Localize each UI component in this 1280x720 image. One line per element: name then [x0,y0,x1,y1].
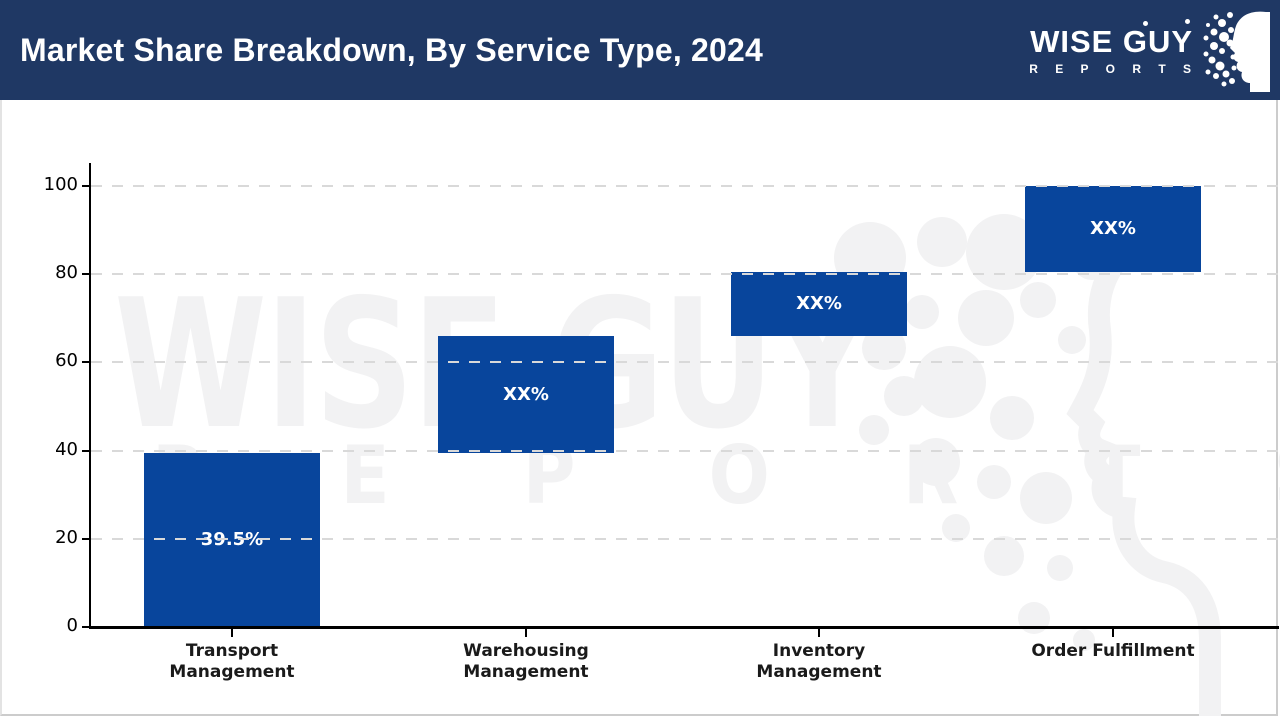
logo-line1: WISE GUY [1030,23,1194,59]
x-tick-mark [231,629,233,637]
y-tick-label: 60 [55,350,78,372]
logo-line2: R E P O R T S [1029,61,1198,76]
bar-segment: XX% [731,271,907,336]
y-tick-mark [82,273,89,276]
bar-value-label: 39.5% [200,529,264,551]
gridline [91,537,1279,540]
x-tick-mark [818,629,820,637]
y-tick-label: 20 [55,526,78,548]
chart-title: Market Share Breakdown, By Service Type,… [20,31,763,68]
y-tick-mark [82,449,89,452]
bar-segment: XX% [1025,186,1201,272]
category-label: Transport Management [169,641,295,682]
bar-value-label: XX% [503,383,549,405]
bar-value-label: XX% [796,293,842,315]
plot-area: WISE GUY R E P O R T S 39.5% XX% XX% XX% 0 20… [2,100,1280,716]
gridline [91,449,1279,452]
y-tick-mark [82,361,89,364]
wiseguy-logo: WISE GUY R E P O R T S [1025,8,1270,92]
wiseguy-head-icon [1203,11,1270,92]
category-label: Warehousing Management [463,641,589,682]
chart-panel: WISE GUY R E P O R T S 39.5% XX% XX% XX% 0 20… [0,100,1280,716]
category-label: Inventory Management [756,641,882,682]
y-tick-label: 0 [66,615,78,636]
y-tick-label: 100 [43,174,78,195]
logo-dot-u [1143,20,1149,26]
gridline [91,185,1279,187]
y-tick-label: 80 [55,262,78,284]
category-label: Order Fulfillment [1031,641,1195,661]
logo-wordmark: WISE GUY [1025,18,1198,59]
gridline [91,273,1279,276]
header-band: Market Share Breakdown, By Service Type,… [0,0,1280,100]
y-tick-label: 40 [55,438,78,460]
x-tick-mark [525,629,527,637]
bar-segment: 39.5% [144,452,320,627]
logo-dot-y [1185,18,1191,24]
y-tick-mark [82,185,89,187]
gridline [91,361,1279,364]
bar-value-label: XX% [1090,218,1136,240]
y-axis-line [89,163,91,629]
y-tick-mark [82,537,89,540]
x-tick-mark [1112,629,1114,637]
bar-segment: XX% [438,335,614,453]
logo-text-block: WISE GUY R E P O R T S [1025,18,1198,76]
x-axis-line [89,626,1279,629]
y-tick-mark [82,626,89,628]
